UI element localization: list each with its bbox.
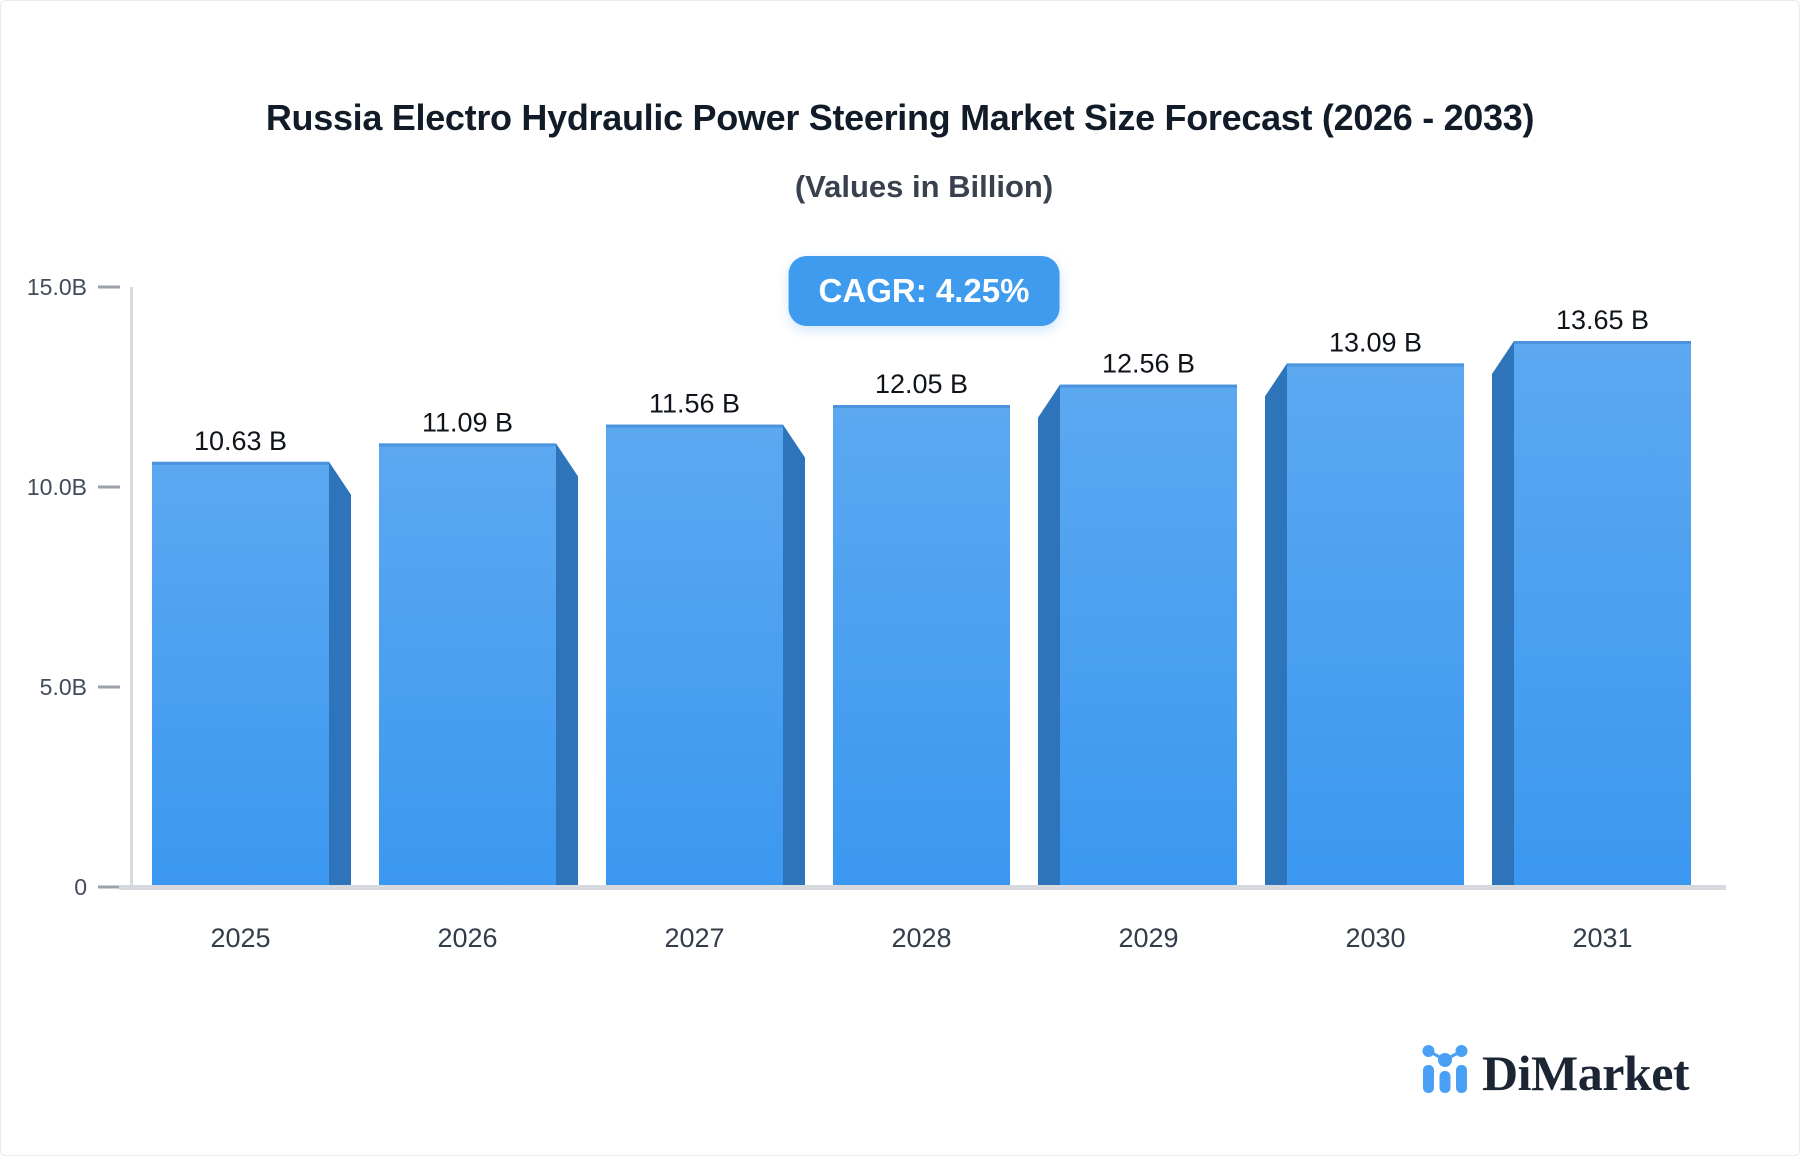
bar-2025: 10.63 B 2025 (152, 426, 351, 953)
y-axis-line (130, 287, 133, 890)
x-axis-label: 2030 (1345, 923, 1405, 953)
y-axis-label: 5.0B (40, 674, 87, 700)
bar-2029: 12.56 B 2029 (1038, 349, 1237, 953)
x-axis-label: 2031 (1572, 923, 1632, 953)
bar-face (379, 443, 556, 885)
brand-name: DiMarket (1482, 1045, 1690, 1101)
bar-2030: 13.09 B 2030 (1265, 327, 1464, 953)
bar-top-edge (1060, 384, 1237, 388)
bar-side-panel (1492, 341, 1514, 885)
page-subtitle: (Values in Billion) (794, 169, 1054, 204)
bar-top-edge (833, 405, 1010, 408)
bar-2026: 11.09 B 2026 (379, 407, 578, 953)
bar-value-label: 12.56 B (1102, 349, 1195, 379)
bar-side-panel (1265, 363, 1287, 885)
x-axis-label: 2028 (891, 923, 951, 953)
y-axis-label: 10.0B (27, 474, 87, 500)
bar-value-label: 13.65 B (1556, 305, 1649, 335)
bar-top-edge (1514, 341, 1691, 344)
bar-face (1060, 384, 1237, 885)
bar-value-label: 13.09 B (1329, 327, 1422, 357)
bar-top-edge (1287, 363, 1464, 367)
bar-value-label: 12.05 B (875, 369, 968, 399)
dimarket-logo: DiMarket (1421, 1035, 1690, 1101)
bar-value-label: 11.09 B (422, 407, 513, 437)
x-axis-label: 2025 (210, 923, 270, 953)
cagr-badge: CAGR: 4.25% (788, 256, 1060, 326)
bar-2031: 13.65 B 2031 (1492, 305, 1691, 953)
bar-top-edge (152, 461, 329, 465)
bar-value-label: 10.63 B (194, 426, 287, 456)
page-title: Russia Electro Hydraulic Power Steering … (265, 97, 1535, 138)
x-axis-label: 2027 (664, 923, 724, 953)
x-axis-label: 2029 (1118, 923, 1178, 953)
bar-top-edge (606, 424, 783, 428)
dimarket-logo-icon (1422, 1045, 1468, 1093)
bar-2027: 11.56 B 2027 (606, 389, 805, 953)
bar-top-edge (379, 443, 556, 447)
bar-face (152, 461, 329, 885)
x-axis-line (119, 885, 1726, 890)
bar-side-panel (783, 424, 805, 885)
y-axis-label: 0 (74, 874, 87, 900)
bar-side-panel (556, 443, 578, 885)
y-axis-tick (98, 885, 120, 889)
bar-2028: 12.05 B 2028 (833, 369, 1010, 953)
bar-face (1514, 341, 1691, 885)
bar-side-panel (329, 461, 351, 885)
bar-face (1287, 363, 1464, 885)
bar-face (606, 424, 783, 885)
y-axis-tick (98, 685, 120, 689)
y-axis-tick (98, 485, 120, 489)
bar-face (833, 405, 1010, 885)
y-axis-label: 15.0B (27, 274, 87, 300)
bar-value-label: 11.56 B (649, 389, 740, 419)
y-axis-tick (98, 285, 120, 289)
bar-side-panel (1038, 384, 1060, 885)
x-axis-label: 2026 (437, 923, 497, 953)
